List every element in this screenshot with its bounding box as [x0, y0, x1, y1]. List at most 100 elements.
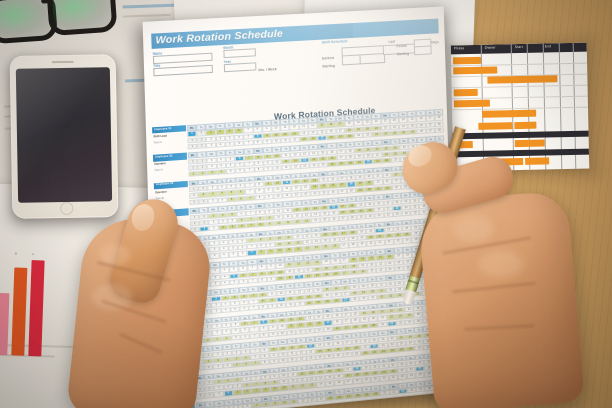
schedule-cell[interactable]: 13	[304, 287, 314, 294]
schedule-cell[interactable]: 13	[304, 300, 314, 307]
schedule-cell[interactable]: 16	[328, 176, 338, 183]
schedule-cell[interactable]: 19	[356, 214, 366, 220]
schedule-cell[interactable]: 20	[367, 261, 377, 268]
schedule-cell[interactable]: 6	[239, 305, 250, 312]
schedule-cell[interactable]: 11	[283, 234, 294, 241]
schedule-cell[interactable]: 23	[390, 157, 401, 164]
schedule-cell[interactable]: 15	[318, 149, 328, 156]
schedule-cell[interactable]: 8	[259, 359, 270, 366]
schedule-cell[interactable]: 28	[434, 127, 444, 133]
schedule-cell[interactable]: 23	[397, 373, 407, 380]
schedule-cell[interactable]: 23	[392, 211, 402, 218]
schedule-cell[interactable]: 13	[306, 370, 316, 377]
schedule-cell[interactable]: 12	[297, 370, 307, 377]
schedule-cell[interactable]: 23	[389, 124, 400, 130]
schedule-cell[interactable]: 25	[407, 116, 417, 123]
schedule-cell[interactable]: 23	[391, 178, 401, 185]
schedule-cell[interactable]: 22	[385, 281, 396, 288]
schedule-cell[interactable]: 6	[239, 299, 249, 306]
schedule-cell[interactable]: 8	[255, 221, 266, 228]
schedule-cell[interactable]: 18	[352, 371, 362, 378]
schedule-cell[interactable]: 2	[196, 142, 207, 149]
schedule-cell[interactable]: 7	[251, 375, 261, 382]
schedule-cell[interactable]: 10	[275, 275, 286, 282]
schedule-cell[interactable]: 11	[281, 158, 291, 165]
schedule-cell[interactable]: 6	[242, 388, 252, 395]
year-field[interactable]	[223, 62, 257, 73]
schedule-cell[interactable]: 2	[196, 136, 207, 143]
schedule-cell[interactable]: 12	[292, 206, 302, 213]
schedule-cell[interactable]: 9	[266, 263, 276, 270]
schedule-cell[interactable]: 10	[277, 317, 287, 324]
schedule-cell[interactable]: 9	[263, 181, 274, 187]
schedule-cell[interactable]: 10	[274, 241, 285, 248]
schedule-cell[interactable]: 12	[293, 246, 303, 253]
schedule-cell[interactable]: 21	[378, 336, 388, 343]
schedule-cell[interactable]: 18	[344, 127, 354, 133]
schedule-cell[interactable]: 11	[280, 124, 290, 131]
schedule-cell[interactable]: 6	[234, 155, 245, 162]
schedule-cell[interactable]: 18	[348, 256, 359, 263]
schedule-cell[interactable]: 13	[300, 190, 311, 197]
schedule-cell[interactable]: 10	[275, 262, 285, 269]
schedule-cell[interactable]: 10	[278, 351, 288, 358]
schedule-cell[interactable]: 14	[311, 238, 321, 245]
schedule-cell[interactable]: 17	[340, 291, 351, 297]
schedule-cell[interactable]: 14	[312, 259, 322, 266]
schedule-cell[interactable]: 14	[314, 326, 324, 333]
schedule-cell[interactable]: 1	[187, 137, 197, 144]
schedule-cell[interactable]: 19	[354, 147, 364, 154]
schedule-cell[interactable]: 2	[197, 164, 208, 171]
schedule-cell[interactable]: 15	[324, 353, 334, 360]
schedule-cell[interactable]: 18	[349, 269, 359, 276]
schedule-cell[interactable]: 9	[266, 269, 276, 276]
schedule-cell[interactable]: 18	[345, 154, 355, 161]
schedule-cell[interactable]: 17	[340, 269, 350, 276]
schedule-cell[interactable]: 5	[226, 183, 236, 190]
schedule-cell[interactable]: 14	[313, 287, 323, 294]
schedule-cell[interactable]: 9	[268, 318, 278, 325]
schedule-cell[interactable]: 8	[253, 166, 264, 173]
schedule-cell[interactable]: 6	[235, 168, 245, 174]
schedule-cell[interactable]: 12	[295, 322, 306, 329]
schedule-cell[interactable]: 8	[259, 331, 269, 338]
schedule-cell[interactable]: 7	[250, 353, 260, 360]
schedule-cell[interactable]: 8	[254, 181, 264, 188]
schedule-cell[interactable]: 18	[351, 344, 361, 351]
schedule-cell[interactable]: 1	[188, 171, 199, 178]
schedule-cell[interactable]: 5	[224, 128, 235, 135]
schedule-cell[interactable]: 8	[256, 236, 266, 243]
schedule-cell[interactable]: 20	[366, 228, 376, 235]
schedule-cell[interactable]: 1	[187, 130, 197, 137]
schedule-cell[interactable]: 15	[319, 183, 329, 190]
schedule-cell[interactable]: 18	[353, 392, 363, 400]
schedule-cell[interactable]: 7	[246, 237, 257, 244]
schedule-cell[interactable]: 17	[336, 161, 346, 167]
schedule-cell[interactable]: 23	[390, 151, 400, 157]
schedule-cell[interactable]: 20	[364, 186, 374, 193]
schedule-cell[interactable]: 17	[339, 242, 349, 249]
schedule-cell[interactable]: 23	[397, 367, 407, 374]
schedule-cell[interactable]: 19	[360, 343, 370, 350]
schedule-cell[interactable]: 11	[285, 274, 295, 281]
schedule-cell[interactable]: 13	[302, 245, 313, 252]
schedule-cell[interactable]: 9	[264, 193, 274, 200]
schedule-cell[interactable]: 12	[294, 288, 305, 295]
schedule-cell[interactable]: 17	[338, 230, 349, 237]
schedule-cell[interactable]: 21	[374, 206, 384, 213]
schedule-cell[interactable]: 16	[333, 346, 343, 353]
schedule-cell[interactable]: 22	[388, 362, 398, 369]
schedule-cell[interactable]: 16	[326, 134, 336, 141]
schedule-cell[interactable]: 14	[315, 354, 325, 361]
schedule-cell[interactable]: 7	[245, 194, 255, 201]
schedule-cell[interactable]: 18	[349, 290, 360, 297]
schedule-cell[interactable]: 13	[304, 294, 314, 301]
schedule-cell[interactable]: 11	[288, 371, 298, 378]
schedule-cell[interactable]: 21	[373, 185, 383, 192]
schedule-cell[interactable]: 18	[352, 378, 362, 385]
schedule-cell[interactable]: 15	[323, 313, 333, 320]
schedule-cell[interactable]: 17	[342, 339, 352, 346]
schedule-cell[interactable]: 9	[263, 187, 274, 194]
schedule-cell[interactable]: 9	[267, 291, 277, 298]
schedule-cell[interactable]: 8	[253, 139, 263, 146]
